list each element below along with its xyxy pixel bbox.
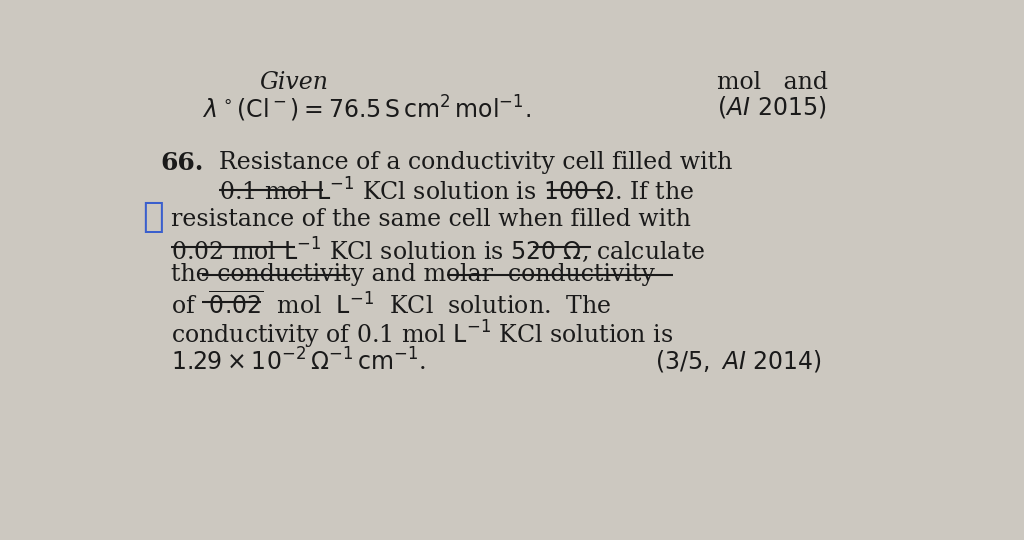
Text: the conductivity and molar  conductivity: the conductivity and molar conductivity bbox=[171, 264, 654, 286]
Text: Resistance of a conductivity cell filled with: Resistance of a conductivity cell filled… bbox=[219, 151, 733, 174]
Text: $(AI\ 2015)$: $(AI\ 2015)$ bbox=[717, 94, 826, 120]
Text: of  $\overline{0.02}$  mol  $\mathrm{L^{-1}}$  KCl  solution.  The: of $\overline{0.02}$ mol $\mathrm{L^{-1}… bbox=[171, 291, 611, 319]
Text: conductivity of 0.1 mol $\mathrm{L^{-1}}$ KCl solution is: conductivity of 0.1 mol $\mathrm{L^{-1}}… bbox=[171, 319, 673, 351]
Text: Given: Given bbox=[260, 71, 329, 94]
Text: $\mathregular{0.1\ mol}\ \mathrm{L^{-1}}$ KCl solution is $100\ \Omega$. If the: $\mathregular{0.1\ mol}\ \mathrm{L^{-1}}… bbox=[219, 179, 694, 206]
Text: 66.: 66. bbox=[161, 151, 204, 175]
Text: ✓: ✓ bbox=[142, 200, 164, 233]
Text: resistance of the same cell when filled with: resistance of the same cell when filled … bbox=[171, 208, 690, 231]
Text: $\lambda^\circ(\mathrm{Cl}^-)=76.5\,\mathrm{S\,cm^2\,mol^{-1}}.$: $\lambda^\circ(\mathrm{Cl}^-)=76.5\,\mat… bbox=[202, 94, 530, 124]
Text: mol   and: mol and bbox=[717, 71, 828, 94]
Text: $\mathregular{0.02\ mol}\ \mathrm{L^{-1}}$ KCl solution is $520\ \Omega$, calcul: $\mathregular{0.02\ mol}\ \mathrm{L^{-1}… bbox=[171, 236, 705, 265]
Text: $1.29\times10^{-2}\,\Omega^{-1}\,\mathrm{cm}^{-1}$.: $1.29\times10^{-2}\,\Omega^{-1}\,\mathrm… bbox=[171, 348, 426, 375]
Text: $(3/5,\ AI\ 2014)$: $(3/5,\ AI\ 2014)$ bbox=[655, 348, 822, 374]
